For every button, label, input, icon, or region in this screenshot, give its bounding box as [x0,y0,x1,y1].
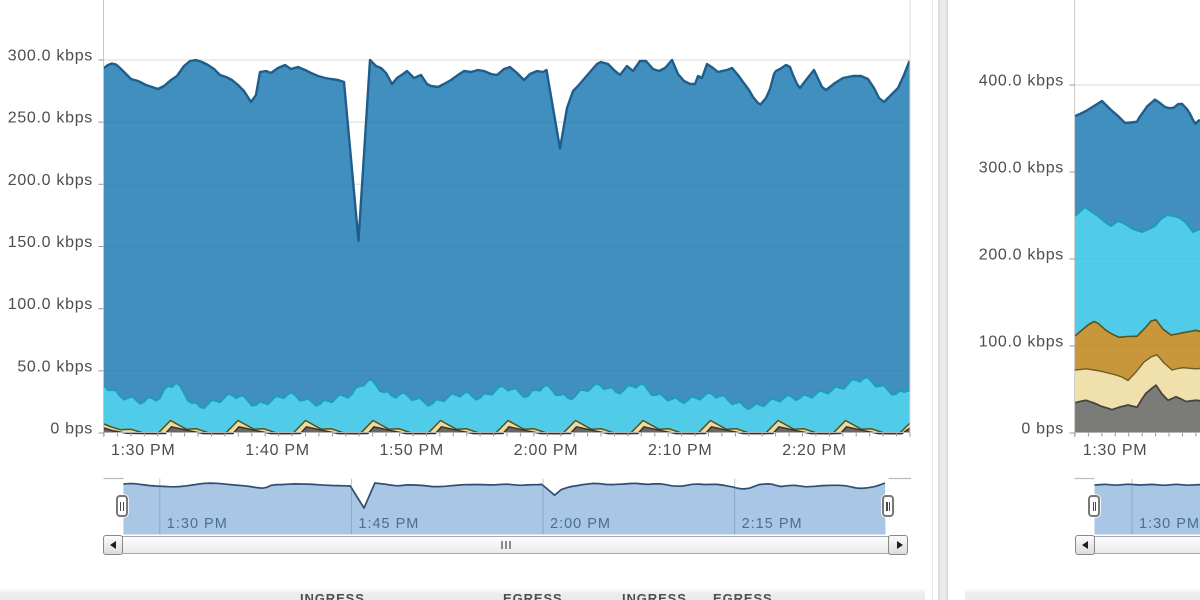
svg-text:400.0 kbps: 400.0 kbps [979,73,1064,90]
svg-text:200.0 kbps: 200.0 kbps [8,172,93,189]
svg-text:0 bps: 0 bps [50,421,93,438]
svg-text:2:20 PM: 2:20 PM [782,442,847,459]
svg-text:1:40 PM: 1:40 PM [245,442,310,459]
svg-text:100.0 kbps: 100.0 kbps [8,296,93,313]
svg-text:300.0 kbps: 300.0 kbps [979,160,1064,177]
svg-text:1:30 PM: 1:30 PM [1139,516,1200,532]
svg-text:1:30 PM: 1:30 PM [167,516,228,532]
svg-text:300.0 kbps: 300.0 kbps [8,48,93,65]
svg-text:0 bps: 0 bps [1021,421,1064,438]
svg-text:1:45 PM: 1:45 PM [358,516,419,532]
svg-text:200.0 kbps: 200.0 kbps [979,247,1064,264]
svg-text:100.0 kbps: 100.0 kbps [979,334,1064,351]
svg-text:2:10 PM: 2:10 PM [648,442,713,459]
svg-text:50.0 kbps: 50.0 kbps [17,358,93,375]
svg-text:2:00 PM: 2:00 PM [514,442,579,459]
svg-text:250.0 kbps: 250.0 kbps [8,110,93,127]
svg-text:1:30 PM: 1:30 PM [111,442,176,459]
svg-text:1:30 PM: 1:30 PM [1083,442,1148,459]
svg-text:1:50 PM: 1:50 PM [379,442,444,459]
svg-text:2:15 PM: 2:15 PM [742,516,803,532]
svg-text:2:00 PM: 2:00 PM [550,516,611,532]
svg-text:150.0 kbps: 150.0 kbps [8,234,93,251]
